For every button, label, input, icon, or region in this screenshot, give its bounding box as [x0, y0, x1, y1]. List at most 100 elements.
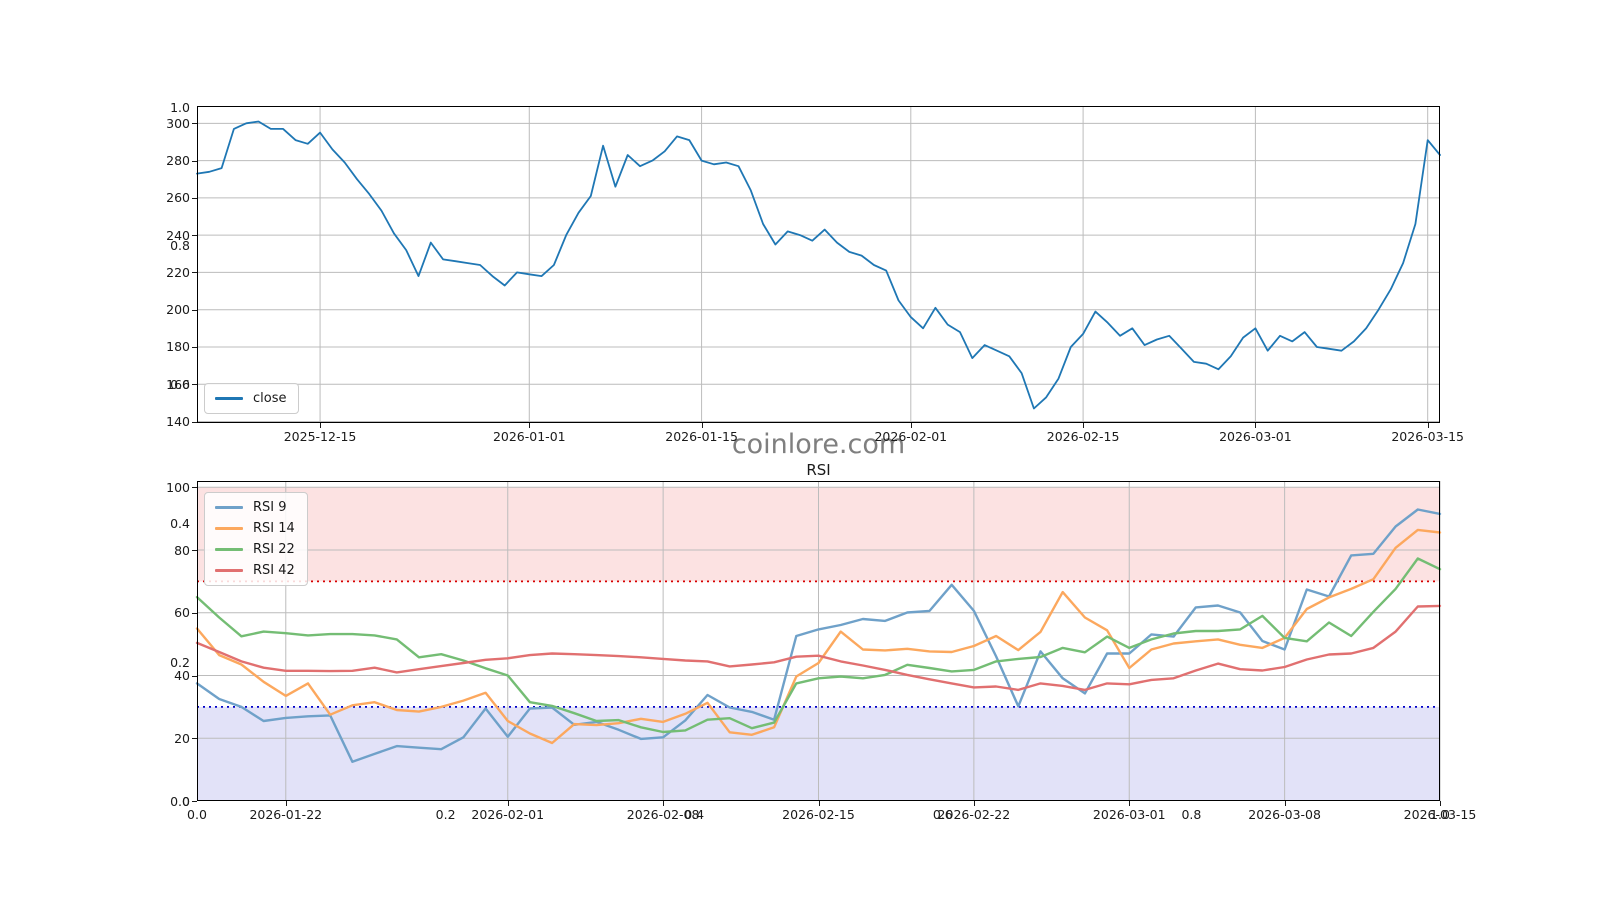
hidden-ytick-label: 0.0 — [170, 793, 190, 809]
hidden-xtick-label: 0.2 — [435, 807, 456, 822]
ytick-label: 80 — [174, 542, 190, 558]
ytick-label: 40 — [174, 668, 190, 683]
hidden-ytick-label: 0.6 — [170, 377, 190, 393]
xtick-label: 2026-03-01 — [1219, 429, 1292, 444]
rsi-chart-axes: RSI 9 RSI 14 RSI 22 RSI 42 — [195, 481, 1442, 801]
legend-label-close: close — [253, 391, 287, 406]
xtick-mark — [1440, 801, 1441, 806]
xtick-mark — [1129, 801, 1131, 806]
axes-spine — [197, 106, 1440, 423]
ytick-label: 180 — [166, 339, 190, 355]
xtick-mark — [818, 801, 820, 806]
rsi-legend: RSI 9 RSI 14 RSI 22 RSI 42 — [204, 492, 308, 586]
rsi9-line-swatch — [215, 506, 243, 509]
hidden-xtick-label: 0.6 — [932, 807, 953, 822]
ytick-label: 240 — [166, 227, 190, 243]
rsi22-line-swatch — [215, 548, 243, 551]
price-chart-axes: close — [196, 106, 1441, 423]
ytick-mark — [192, 197, 197, 199]
legend-label-rsi14: RSI 14 — [253, 521, 295, 536]
ytick-mark — [192, 235, 197, 237]
rsi14-line — [195, 528, 1442, 745]
xtick-mark — [507, 801, 509, 806]
xtick-mark — [1083, 423, 1085, 428]
legend-item-rsi9: RSI 9 — [215, 499, 295, 516]
xtick-mark — [910, 423, 912, 428]
ytick-mark — [192, 421, 197, 423]
xtick-mark — [529, 423, 531, 428]
ytick-label: 60 — [174, 605, 190, 621]
xtick-label: 2026-02-15 — [782, 807, 855, 822]
price-legend: close — [204, 383, 300, 414]
xtick-mark — [663, 801, 665, 806]
hidden-xtick-label: 0.4 — [684, 807, 705, 822]
ytick-mark — [192, 801, 197, 802]
xtick-label: 2026-03-15 — [1403, 807, 1477, 822]
legend-label-rsi9: RSI 9 — [253, 500, 287, 515]
ytick-label: 20 — [174, 730, 190, 746]
xtick-label: 2025-12-15 — [283, 429, 357, 444]
ytick-mark — [192, 123, 197, 125]
xtick-label: 2026-03-15 — [1391, 429, 1465, 444]
price-chart-svg — [196, 106, 1441, 423]
xtick-label: 2026-01-22 — [249, 807, 323, 822]
xtick-mark — [1255, 423, 1257, 428]
xtick-mark — [1284, 801, 1286, 806]
ytick-label: 200 — [166, 302, 190, 318]
hidden-ytick-label: 1.0 — [170, 99, 190, 115]
ytick-mark — [192, 309, 197, 311]
ytick-label: 160 — [166, 376, 190, 392]
xtick-label: 2026-01-01 — [492, 429, 566, 444]
close-line — [196, 120, 1441, 410]
hidden-xtick-label: 0.8 — [1181, 807, 1202, 822]
ytick-label: 0 — [182, 793, 190, 809]
ytick-mark — [192, 272, 197, 274]
xtick-mark — [320, 423, 322, 428]
xtick-label: 2026-03-01 — [1092, 807, 1166, 822]
ytick-label: 100 — [166, 479, 190, 495]
xtick-mark — [285, 801, 287, 806]
ytick-mark — [192, 550, 197, 552]
ytick-mark — [192, 384, 197, 386]
xtick-mark — [701, 423, 703, 428]
xtick-label: 2026-02-01 — [874, 429, 948, 444]
xtick-label: 2026-02-15 — [1046, 429, 1120, 444]
ytick-mark — [192, 487, 197, 489]
ytick-mark — [192, 738, 197, 740]
xtick-label: 2026-02-01 — [471, 807, 545, 822]
legend-item-close: close — [215, 390, 286, 407]
close-line-swatch — [215, 397, 243, 400]
rsi22-line — [195, 557, 1442, 734]
rsi14-line-swatch — [215, 527, 243, 530]
ytick-mark — [192, 346, 197, 348]
rsi-chart-svg — [195, 481, 1442, 801]
ytick-label: 220 — [166, 264, 190, 280]
legend-label-rsi22: RSI 22 — [253, 542, 295, 557]
legend-item-rsi22: RSI 22 — [215, 541, 295, 558]
ytick-label: 140 — [166, 414, 190, 429]
xtick-mark — [973, 801, 975, 806]
rsi42-line-swatch — [215, 569, 243, 572]
legend-label-rsi42: RSI 42 — [253, 563, 295, 578]
xtick-label: 2026-02-22 — [937, 807, 1011, 822]
legend-item-rsi42: RSI 42 — [215, 562, 295, 579]
legend-item-rsi14: RSI 14 — [215, 520, 295, 537]
hidden-xtick-label: 1.0 — [1430, 807, 1450, 822]
rsi42-line — [195, 604, 1442, 692]
ytick-label: 300 — [166, 115, 190, 131]
rsi9-line — [195, 508, 1442, 763]
watermark: coinlore.com — [731, 429, 906, 460]
xtick-label: 2026-02-08 — [626, 807, 700, 822]
ytick-label: 260 — [166, 190, 190, 206]
hidden-ytick-label: 0.4 — [170, 515, 190, 531]
ytick-mark — [192, 612, 197, 614]
rsi-chart-title: RSI — [806, 461, 831, 479]
xtick-label: 2026-03-08 — [1248, 807, 1321, 822]
xtick-label: 2026-01-15 — [665, 429, 738, 444]
ytick-label: 280 — [166, 153, 190, 169]
ytick-mark — [192, 675, 197, 677]
ytick-mark — [192, 160, 197, 162]
hidden-ytick-label: 0.2 — [170, 654, 190, 670]
hidden-ytick-label: 0.8 — [170, 238, 190, 254]
